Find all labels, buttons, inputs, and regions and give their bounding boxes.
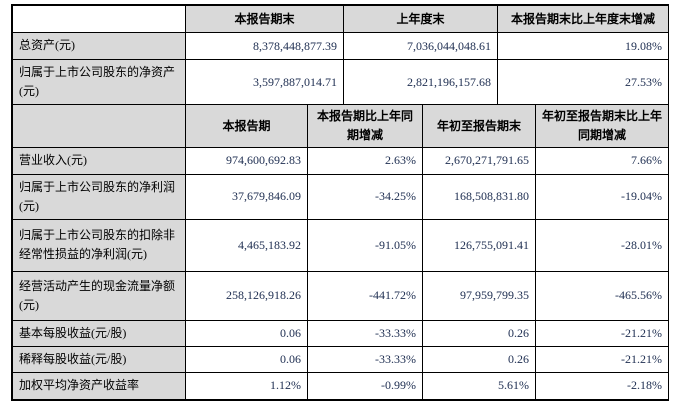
value-cell: -0.99% — [307, 372, 423, 400]
row-label: 稀释每股收益(元/股) — [12, 346, 186, 374]
corner-blank-cell — [12, 5, 186, 33]
row-label: 营业收入(元) — [12, 146, 186, 175]
header-blank-cell — [12, 104, 186, 148]
value-cell: -465.56% — [535, 270, 669, 321]
header-prior-year-end: 上年度末 — [343, 5, 498, 33]
table-row: 归属于上市公司股东的净利润(元) 37,679,846.09 -34.25% 1… — [12, 173, 669, 220]
table-header-row: 本报告期 本报告期比上年同期增减 年初至报告期末 年初至报告期末比上年同期增减 — [12, 104, 669, 148]
value-cell: 97,959,799.35 — [422, 270, 536, 321]
table-row: 归属于上市公司股东的净资产(元) 3,597,887,014.71 2,821,… — [12, 58, 669, 106]
value-cell: 0.06 — [185, 346, 308, 374]
table-header-row: 本报告期末 上年度末 本报告期末比上年度末增减 — [12, 5, 669, 33]
table-row: 归属于上市公司股东的扣除非经常性损益的净利润(元) 4,465,183.92 -… — [12, 218, 669, 272]
table-row: 加权平均净资产收益率 1.12% -0.99% 5.61% -2.18% — [12, 372, 669, 400]
value-cell: 8,378,448,877.39 — [185, 32, 344, 60]
header-year-to-date: 年初至报告期末 — [422, 104, 536, 148]
row-label: 基本每股收益(元/股) — [12, 319, 186, 348]
header-change-vs-same-period: 本报告期比上年同期增减 — [307, 104, 423, 148]
value-cell: 168,508,831.80 — [422, 173, 536, 220]
value-cell: 1.12% — [185, 372, 308, 400]
row-label: 总资产(元) — [12, 32, 186, 60]
table-row: 经营活动产生的现金流量净额(元) 258,126,918.26 -441.72%… — [12, 270, 669, 321]
value-cell: 27.53% — [497, 58, 669, 106]
value-cell: 2,670,271,791.65 — [422, 146, 536, 175]
value-cell: 0.26 — [422, 346, 536, 374]
value-cell: 3,597,887,014.71 — [185, 58, 344, 106]
value-cell: 0.06 — [185, 319, 308, 348]
financial-summary-table: 本报告期末 上年度末 本报告期末比上年度末增减 总资产(元) 8,378,448… — [11, 4, 669, 401]
value-cell: -34.25% — [307, 173, 423, 220]
value-cell: -28.01% — [535, 218, 669, 272]
value-cell: -33.33% — [307, 346, 423, 374]
period-end-table: 本报告期末 上年度末 本报告期末比上年度末增减 总资产(元) 8,378,448… — [12, 5, 669, 106]
value-cell: 7,036,044,048.61 — [343, 32, 498, 60]
value-cell: 5.61% — [422, 372, 536, 400]
header-ytd-change-vs-same-period: 年初至报告期末比上年同期增减 — [535, 104, 669, 148]
row-label: 归属于上市公司股东的净利润(元) — [12, 173, 186, 220]
value-cell: -441.72% — [307, 270, 423, 321]
reporting-period-table: 本报告期 本报告期比上年同期增减 年初至报告期末 年初至报告期末比上年同期增减 … — [12, 104, 669, 400]
value-cell: 2,821,196,157.68 — [343, 58, 498, 106]
value-cell: -91.05% — [307, 218, 423, 272]
header-change-vs-prior-year-end: 本报告期末比上年度末增减 — [497, 5, 669, 33]
value-cell: 258,126,918.26 — [185, 270, 308, 321]
table-row: 稀释每股收益(元/股) 0.06 -33.33% 0.26 -21.21% — [12, 346, 669, 374]
value-cell: 2.63% — [307, 146, 423, 175]
row-label: 经营活动产生的现金流量净额(元) — [12, 270, 186, 321]
value-cell: -21.21% — [535, 319, 669, 348]
value-cell: -33.33% — [307, 319, 423, 348]
value-cell: 0.26 — [422, 319, 536, 348]
row-label: 归属于上市公司股东的扣除非经常性损益的净利润(元) — [12, 218, 186, 272]
value-cell: 126,755,091.41 — [422, 218, 536, 272]
value-cell: 974,600,692.83 — [185, 146, 308, 175]
header-current-period-end: 本报告期末 — [185, 5, 344, 33]
value-cell: 19.08% — [497, 32, 669, 60]
value-cell: 4,465,183.92 — [185, 218, 308, 272]
value-cell: -2.18% — [535, 372, 669, 400]
value-cell: 37,679,846.09 — [185, 173, 308, 220]
value-cell: -21.21% — [535, 346, 669, 374]
header-current-period: 本报告期 — [185, 104, 308, 148]
table-row: 总资产(元) 8,378,448,877.39 7,036,044,048.61… — [12, 32, 669, 60]
table-row: 基本每股收益(元/股) 0.06 -33.33% 0.26 -21.21% — [12, 319, 669, 348]
value-cell: -19.04% — [535, 173, 669, 220]
table-row: 营业收入(元) 974,600,692.83 2.63% 2,670,271,7… — [12, 146, 669, 175]
row-label: 加权平均净资产收益率 — [12, 372, 186, 400]
row-label: 归属于上市公司股东的净资产(元) — [12, 58, 186, 106]
value-cell: 7.66% — [535, 146, 669, 175]
